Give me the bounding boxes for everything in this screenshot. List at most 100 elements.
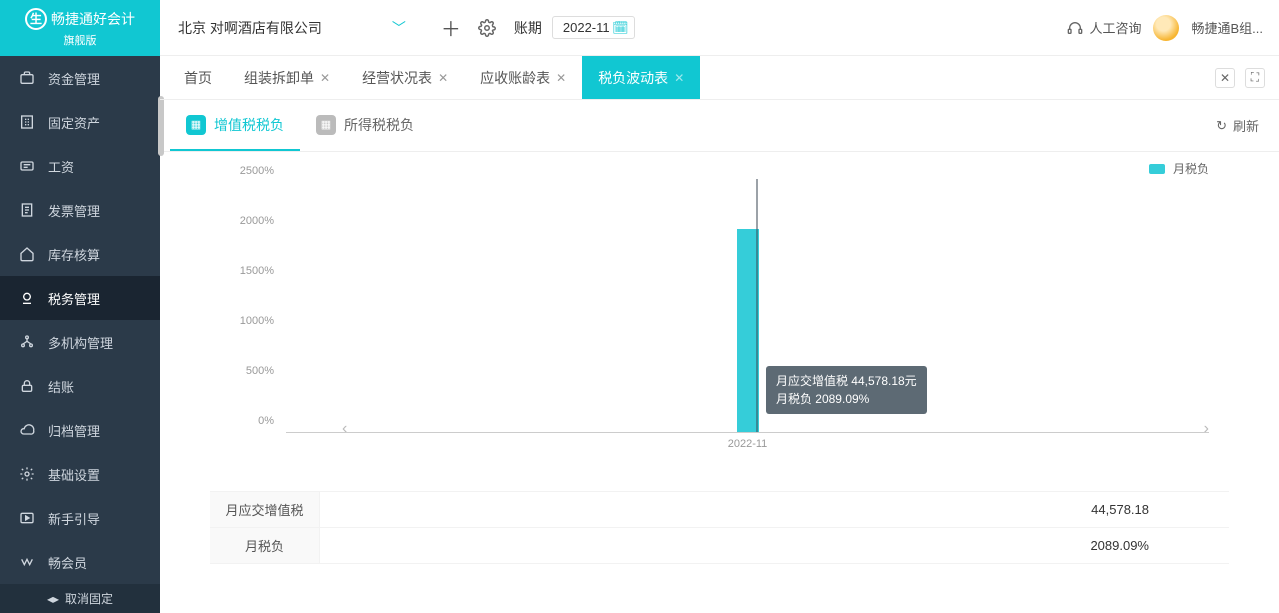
sub-tab-1[interactable]: ▦所得税税负	[300, 100, 430, 151]
human-consult-button[interactable]: 人工咨询	[1067, 18, 1141, 37]
sidebar-item-label: 资金管理	[48, 69, 100, 88]
period-label: 账期	[514, 18, 542, 38]
brand-logo-icon: 生	[25, 8, 47, 30]
chart-panel: 月税负 0%500%1000%1500%2000%2500% ‹ › 2022-…	[160, 152, 1279, 613]
page-tab-2[interactable]: 经营状况表✕	[346, 56, 464, 99]
chart-tooltip: 月应交增值税 44,578.18元月税负 2089.09%	[766, 366, 927, 414]
row-value: 44,578.18	[320, 492, 1229, 527]
sidebar-item-8[interactable]: 归档管理	[0, 408, 160, 452]
period-value: 2022-11	[563, 20, 610, 35]
tab-label: 应收账龄表	[480, 68, 550, 88]
page-tab-4[interactable]: 税负波动表 ✕	[582, 56, 700, 99]
sidebar-item-label: 基础设置	[48, 465, 100, 484]
chart-bar[interactable]	[737, 229, 759, 432]
row-label: 月税负	[210, 528, 320, 563]
tab-label: 首页	[184, 68, 212, 88]
fullscreen-icon[interactable]: ⛶	[1245, 68, 1265, 88]
add-icon[interactable]: ＋	[442, 19, 460, 37]
sidebar-item-1[interactable]: 固定资产	[0, 100, 160, 144]
sidebar-item-4[interactable]: 库存核算	[0, 232, 160, 276]
user-avatar[interactable]	[1153, 15, 1179, 41]
gear-icon	[18, 465, 36, 483]
chart-prev-arrow-icon[interactable]: ‹	[342, 420, 347, 438]
chevron-down-icon: ﹀	[392, 18, 406, 38]
close-icon[interactable]: ✕	[438, 71, 448, 85]
legend-label: 月税负	[1173, 160, 1209, 177]
sidebar-item-label: 归档管理	[48, 421, 100, 440]
sidebar-scrollbar[interactable]	[158, 96, 164, 156]
tab-label: 组装拆卸单	[244, 68, 314, 88]
y-axis: 0%500%1000%1500%2000%2500%	[230, 183, 280, 433]
chart-next-arrow-icon[interactable]: ›	[1204, 420, 1209, 438]
refresh-button[interactable]: ↻ 刷新	[1196, 100, 1279, 151]
play-icon	[18, 509, 36, 527]
close-icon[interactable]: ✕	[320, 71, 330, 85]
page-tab-3[interactable]: 应收账龄表 ✕	[464, 56, 582, 99]
sidebar-item-label: 结账	[48, 377, 74, 396]
sidebar-item-6[interactable]: 多机构管理	[0, 320, 160, 364]
headset-icon	[1067, 20, 1083, 36]
table-row: 月税负2089.09%	[210, 528, 1229, 564]
sidebar-item-label: 发票管理	[48, 201, 100, 220]
sidebar-item-label: 固定资产	[48, 113, 100, 132]
cloud-icon	[18, 421, 36, 439]
brand-name: 畅捷通好会计	[51, 9, 135, 29]
unpin-icon: ◂▸	[47, 592, 59, 606]
vip-icon	[18, 553, 36, 571]
unpin-sidebar-button[interactable]: ◂▸ 取消固定	[0, 584, 160, 613]
sidebar-item-label: 新手引导	[48, 509, 100, 528]
sidebar-item-label: 工资	[48, 157, 74, 176]
period-block: 账期 2022-11 🗓	[514, 16, 635, 39]
sidebar-item-3[interactable]: 发票管理	[0, 188, 160, 232]
close-all-tabs-icon[interactable]: ✕	[1215, 68, 1235, 88]
y-tick: 1500%	[240, 265, 274, 277]
brand-edition: 旗舰版	[64, 32, 97, 48]
sidebar-item-11[interactable]: 畅会员	[0, 540, 160, 584]
bar-chart: 0%500%1000%1500%2000%2500% ‹ › 2022-11月应…	[230, 183, 1209, 453]
sidebar-item-2[interactable]: 工资	[0, 144, 160, 188]
company-name: 北京 对啊酒店有限公司	[178, 18, 322, 38]
sidebar-item-label: 税务管理	[48, 289, 100, 308]
period-picker[interactable]: 2022-11 🗓	[552, 16, 635, 39]
sidebar-item-7[interactable]: 结账	[0, 364, 160, 408]
sidebar-item-10[interactable]: 新手引导	[0, 496, 160, 540]
tab-label: 税负波动表	[598, 68, 668, 88]
x-tick-label: 2022-11	[728, 438, 768, 450]
sidebar-item-5[interactable]: 税务管理	[0, 276, 160, 320]
calendar-icon: 🗓	[612, 20, 629, 36]
close-icon[interactable]: ✕	[556, 71, 566, 85]
company-selector[interactable]: 北京 对啊酒店有限公司 ﹀	[160, 18, 424, 38]
money-icon	[18, 157, 36, 175]
sidebar-item-label: 多机构管理	[48, 333, 113, 352]
lock-icon	[18, 377, 36, 395]
main-area: 首页组装拆卸单✕经营状况表✕应收账龄表✕税负波动表✕ ✕ ⛶ ▦增值税税负▦所得…	[160, 56, 1279, 613]
sidebar-item-0[interactable]: 资金管理	[0, 56, 160, 100]
brand-block: 生 畅捷通好会计 旗舰版	[0, 0, 160, 56]
row-value: 2089.09%	[320, 528, 1229, 563]
unpin-label: 取消固定	[65, 590, 113, 607]
consult-label: 人工咨询	[1089, 18, 1141, 37]
subtab-label: 所得税税负	[344, 115, 414, 135]
sidebar-item-9[interactable]: 基础设置	[0, 452, 160, 496]
header-bar: 生 畅捷通好会计 旗舰版 北京 对啊酒店有限公司 ﹀ ＋ 账期 2022-11 …	[0, 0, 1279, 56]
sub-tab-0[interactable]: ▦ 增值税税负	[170, 100, 300, 151]
org-icon	[18, 333, 36, 351]
subtab-icon: ▦	[186, 115, 206, 135]
sub-tabs: ▦ 增值税税负 ▦所得税税负 ↻ 刷新	[160, 100, 1279, 152]
page-tab-1[interactable]: 组装拆卸单 ✕	[228, 56, 346, 99]
receipt-icon	[18, 201, 36, 219]
tooltip-line2: 月税负 2089.09%	[776, 390, 917, 408]
seal-icon	[18, 289, 36, 307]
subtab-label: 增值税税负	[214, 115, 284, 135]
settings-gear-icon[interactable]	[478, 19, 496, 37]
y-tick: 0%	[258, 415, 274, 427]
close-icon[interactable]: ✕	[674, 71, 684, 85]
summary-table: 月应交增值税44,578.18月税负2089.09%	[210, 491, 1229, 564]
y-tick: 2000%	[240, 215, 274, 227]
page-tab-0[interactable]: 首页	[168, 56, 228, 99]
chart-hover-line	[756, 179, 757, 432]
table-row: 月应交增值税44,578.18	[210, 492, 1229, 528]
row-label: 月应交增值税	[210, 492, 320, 527]
page-tabs: 首页组装拆卸单✕经营状况表✕应收账龄表✕税负波动表✕ ✕ ⛶	[160, 56, 1279, 100]
legend-swatch	[1149, 164, 1165, 174]
